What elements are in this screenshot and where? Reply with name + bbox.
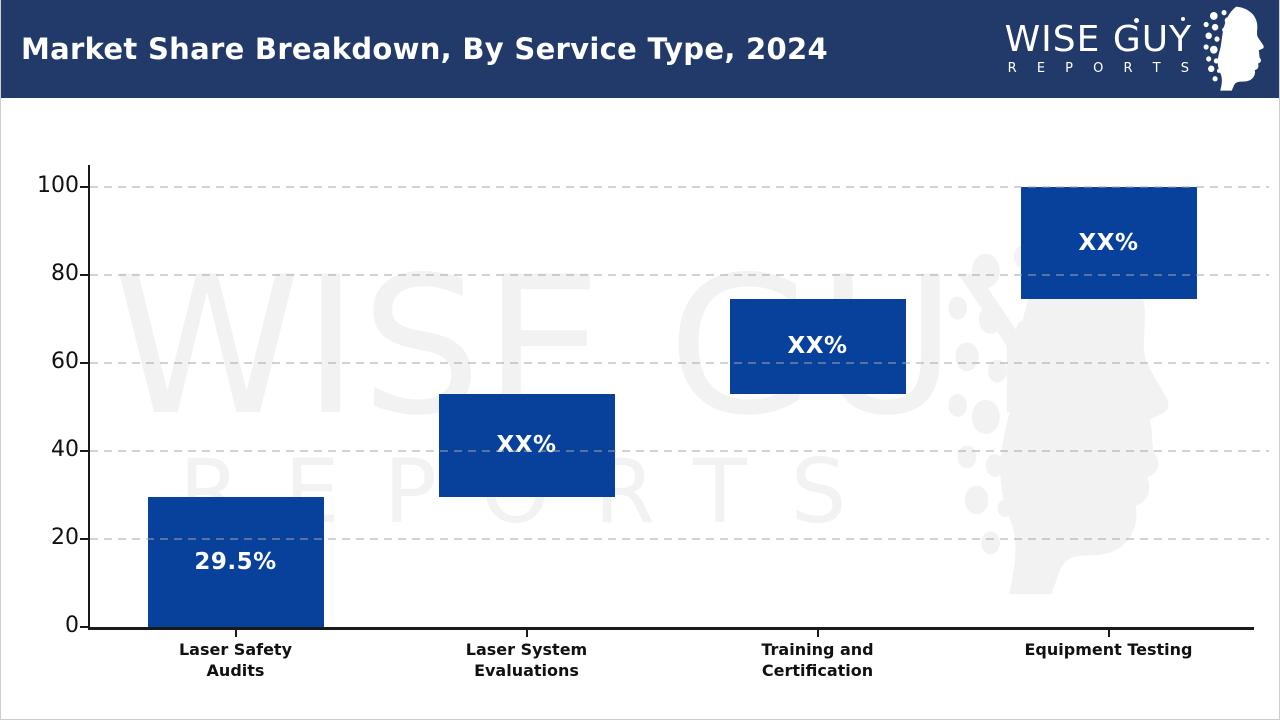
y-tick-label: 60 <box>51 349 79 374</box>
y-axis-line <box>88 165 90 630</box>
y-tick <box>80 538 88 540</box>
logo-sub-text: R E P O R T S <box>1007 61 1197 76</box>
header-bar: Market Share Breakdown, By Service Type,… <box>1 0 1279 98</box>
bar-value-label: XX% <box>787 333 848 360</box>
x-category-label: Equipment Testing <box>1024 640 1193 659</box>
x-axis-line <box>88 627 1254 630</box>
x-tick <box>234 630 237 637</box>
y-tick-label: 20 <box>51 525 79 550</box>
logo-dot-icon <box>1181 17 1185 21</box>
bar-segment: XX% <box>1020 187 1197 300</box>
y-tick <box>80 450 88 452</box>
gridline <box>90 450 1269 452</box>
x-tick <box>525 630 528 637</box>
y-tick-label: 80 <box>51 261 79 286</box>
bar-value-label: 29.5% <box>194 549 277 576</box>
gridline <box>90 538 1269 540</box>
chart-title: Market Share Breakdown, By Service Type,… <box>21 32 828 66</box>
y-tick <box>80 274 88 276</box>
logo-head-icon <box>1201 6 1265 92</box>
wiseguy-logo: WISE GUY R E P O R T S <box>1000 6 1265 92</box>
gridline <box>90 186 1269 188</box>
y-tick-label: 40 <box>51 437 79 462</box>
y-tick-label: 100 <box>37 173 79 198</box>
logo-name-text: WISE GUY <box>1004 19 1193 60</box>
y-tick <box>80 626 88 628</box>
x-category-label: Laser System Evaluations <box>465 640 588 680</box>
logo-dot-icon <box>1134 18 1139 23</box>
logo-wordmark: WISE GUY R E P O R T S <box>1000 17 1197 76</box>
y-tick <box>80 362 88 364</box>
x-tick <box>1107 630 1110 637</box>
bar-value-label: XX% <box>496 432 557 459</box>
gridline <box>90 362 1269 364</box>
gridline <box>90 274 1269 276</box>
bar-value-label: XX% <box>1078 230 1139 257</box>
y-tick <box>80 186 88 188</box>
bar-segment: XX% <box>729 299 906 394</box>
x-category-label: Training and Certification <box>761 640 874 680</box>
x-category-label: Laser Safety Audits <box>178 640 293 680</box>
x-tick <box>816 630 819 637</box>
y-tick-label: 0 <box>65 613 79 638</box>
bar-segment: XX% <box>438 393 615 498</box>
bar-segment: 29.5% <box>147 497 324 627</box>
